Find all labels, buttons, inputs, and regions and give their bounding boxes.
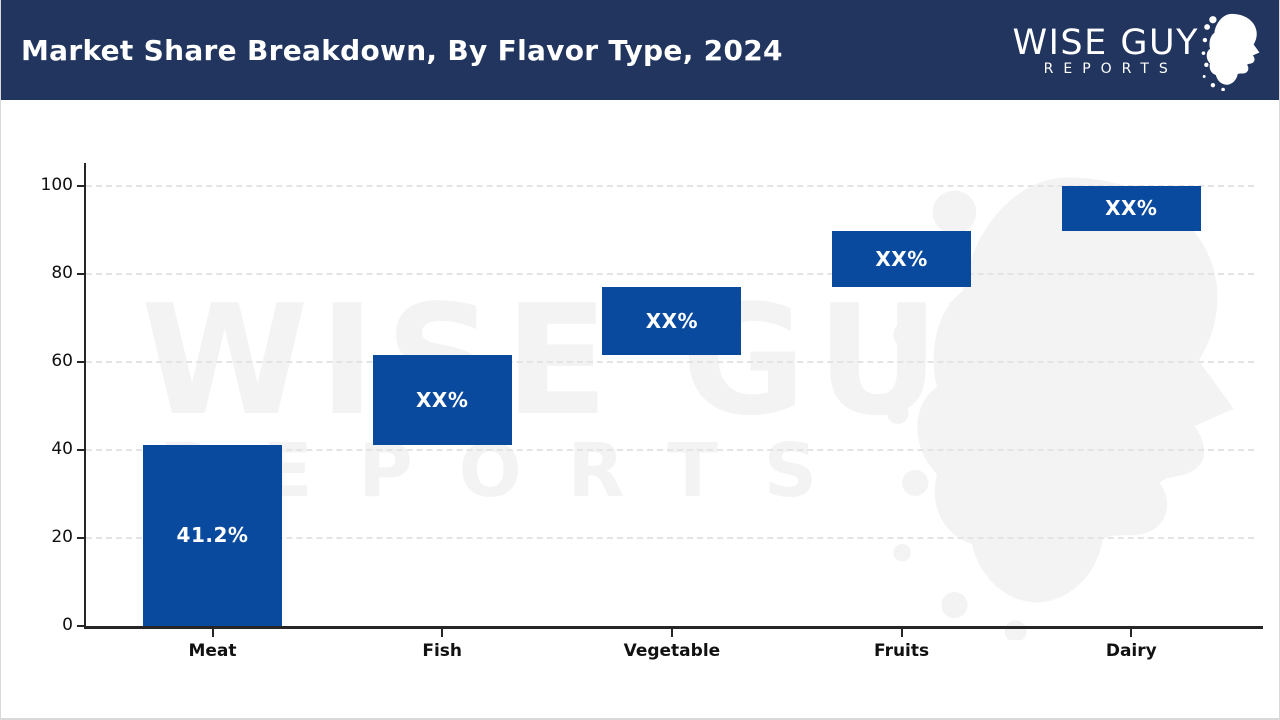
x-axis-line	[84, 626, 1263, 629]
gridline-y-40	[86, 449, 1254, 451]
header-bar: Market Share Breakdown, By Flavor Type, …	[1, 0, 1279, 100]
x-axis-tick-mark	[900, 629, 903, 637]
bar-value-label-fruits: XX%	[875, 247, 928, 272]
y-axis-tick-mark	[77, 185, 86, 187]
y-axis-tick-mark	[77, 361, 86, 363]
y-axis-tick-mark	[77, 449, 86, 451]
x-axis-category-label-meat: Meat	[188, 641, 237, 661]
y-axis-tick-label: 60	[51, 351, 73, 371]
page-title: Market Share Breakdown, By Flavor Type, …	[21, 33, 783, 67]
y-axis-tick-label: 20	[51, 527, 73, 547]
x-axis-category-label-dairy: Dairy	[1105, 641, 1157, 661]
bar-value-label-dairy: XX%	[1105, 196, 1158, 221]
y-axis-tick-label: 100	[40, 175, 73, 195]
wise-guy-reports-logo: WISE GUY REPORTS	[1012, 8, 1267, 94]
gridline-y-20	[86, 537, 1254, 539]
bar-value-label-meat: 41.2%	[176, 523, 249, 548]
x-axis-category-label-fish: Fish	[422, 641, 463, 661]
x-axis-category-label-fruits: Fruits	[874, 641, 930, 661]
y-axis-line	[84, 163, 86, 629]
gridline-y-60	[86, 361, 1254, 363]
logo-wise-guy-label: WISE GUY	[1012, 23, 1199, 63]
y-axis-tick-mark	[77, 625, 86, 627]
watermark-wise-guy-text: WISE GUY	[141, 272, 1070, 449]
logo-text: WISE GUY REPORTS	[1012, 25, 1199, 77]
bar-dairy: XX%	[1061, 186, 1201, 231]
x-axis-tick-mark	[670, 629, 673, 637]
gridline-y-80	[86, 273, 1254, 275]
y-axis-tick-label: 0	[62, 615, 73, 635]
bar-meat: 41.2%	[143, 444, 282, 626]
y-axis-tick-label: 40	[51, 439, 73, 459]
watermark-head-profile-icon	[886, 177, 1234, 640]
logo-reports-label: REPORTS	[1043, 61, 1178, 77]
y-axis-tick-mark	[77, 537, 86, 539]
bar-vegetable: XX%	[602, 287, 742, 355]
x-axis-tick-mark	[211, 629, 214, 637]
x-axis-category-label-vegetable: Vegetable	[623, 641, 721, 661]
bar-fish: XX%	[372, 354, 512, 445]
bar-fruits: XX%	[832, 230, 972, 288]
x-axis-tick-mark	[441, 629, 444, 637]
y-axis-tick-mark	[77, 273, 86, 275]
logo-head-profile-icon	[1201, 13, 1260, 91]
x-axis-tick-mark	[1130, 629, 1133, 637]
gridline-y-100	[86, 185, 1254, 187]
y-axis-tick-label: 80	[51, 263, 73, 283]
bar-value-label-vegetable: XX%	[645, 308, 699, 333]
bar-value-label-fish: XX%	[415, 387, 469, 412]
